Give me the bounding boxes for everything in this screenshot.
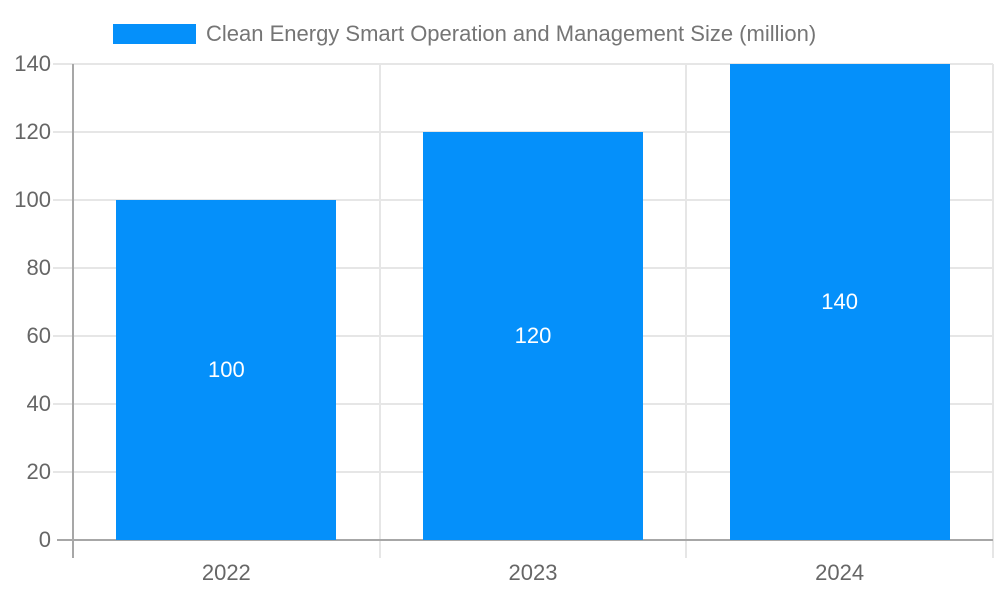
bar-2023[interactable] <box>423 132 643 540</box>
gridline-x-separator-2 <box>685 64 688 558</box>
x-tick-label-2023: 2023 <box>508 560 558 585</box>
x-tick-label-2024: 2024 <box>815 560 865 585</box>
y-axis-line <box>72 64 74 558</box>
plot-right-border <box>992 64 994 558</box>
legend-label: Clean Energy Smart Operation and Managem… <box>206 21 817 46</box>
y-tick-label-120: 120 <box>14 119 51 144</box>
bar-label-2023: 120 <box>514 323 552 348</box>
legend-swatch-icon <box>113 24 196 44</box>
y-tick-label-100: 100 <box>14 187 51 212</box>
bar-label-2022: 100 <box>207 357 245 382</box>
y-tick-label-60: 60 <box>26 323 51 348</box>
x-axis-line <box>57 539 993 541</box>
y-tick-label-40: 40 <box>26 391 51 416</box>
gridline-y-140 <box>53 63 993 65</box>
bar-2024[interactable] <box>729 64 950 540</box>
gridline-x-separator-1 <box>378 64 381 558</box>
y-tick-label-20: 20 <box>26 459 51 484</box>
bar-2022[interactable] <box>116 200 337 540</box>
bar-label-2024: 140 <box>821 289 859 314</box>
y-tick-label-80: 80 <box>26 255 51 280</box>
y-tick-label-0: 0 <box>38 527 51 552</box>
legend: Clean Energy Smart Operation and Managem… <box>113 21 816 47</box>
y-tick-label-140: 140 <box>14 51 51 76</box>
x-tick-label-2022: 2022 <box>201 560 251 585</box>
legend-item[interactable]: Clean Energy Smart Operation and Managem… <box>113 21 816 47</box>
